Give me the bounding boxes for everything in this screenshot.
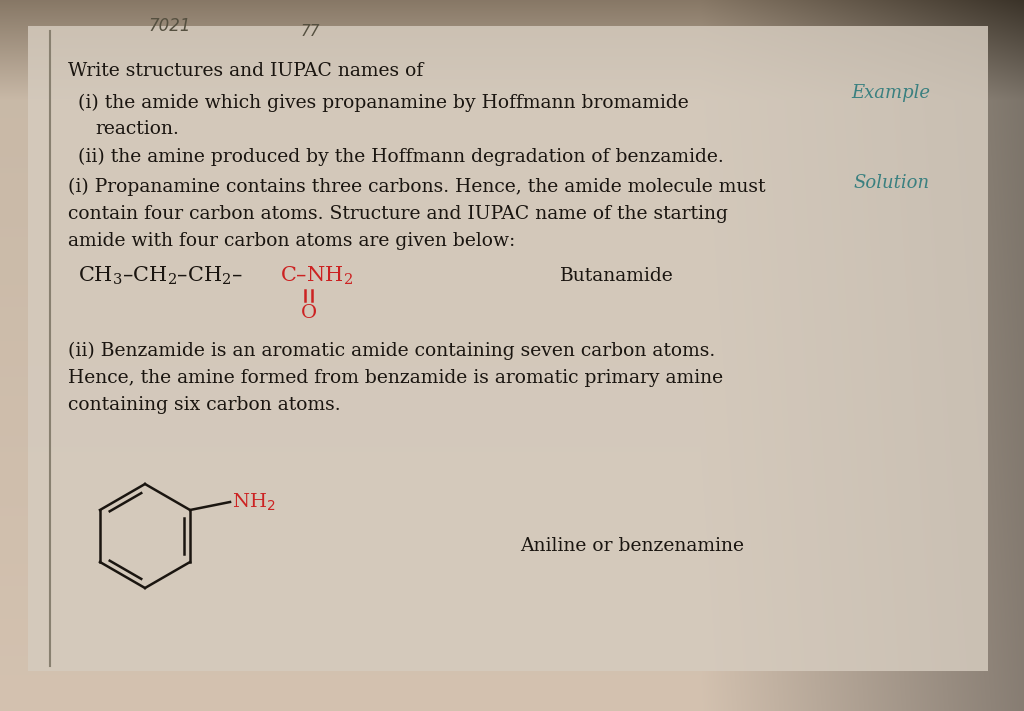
FancyBboxPatch shape bbox=[28, 26, 988, 671]
Text: (ii) the amine produced by the Hoffmann degradation of benzamide.: (ii) the amine produced by the Hoffmann … bbox=[78, 148, 724, 166]
Text: (i) Propanamine contains three carbons. Hence, the amide molecule must: (i) Propanamine contains three carbons. … bbox=[68, 178, 766, 196]
Text: $\mathregular{CH_3}$–$\mathregular{CH_2}$–$\mathregular{CH_2}$–: $\mathregular{CH_3}$–$\mathregular{CH_2}… bbox=[78, 265, 243, 287]
Text: Butanamide: Butanamide bbox=[560, 267, 674, 285]
Text: reaction.: reaction. bbox=[95, 120, 179, 138]
Text: Write structures and IUPAC names of: Write structures and IUPAC names of bbox=[68, 62, 423, 80]
Text: $\mathregular{C}$–$\mathregular{NH_2}$: $\mathregular{C}$–$\mathregular{NH_2}$ bbox=[280, 265, 353, 287]
Text: containing six carbon atoms.: containing six carbon atoms. bbox=[68, 396, 341, 414]
Text: Example: Example bbox=[851, 84, 930, 102]
Text: Hence, the amine formed from benzamide is aromatic primary amine: Hence, the amine formed from benzamide i… bbox=[68, 369, 723, 387]
Text: 77: 77 bbox=[300, 23, 319, 38]
Text: (i) the amide which gives propanamine by Hoffmann bromamide: (i) the amide which gives propanamine by… bbox=[78, 94, 689, 112]
Text: Solution: Solution bbox=[854, 174, 930, 192]
Text: O: O bbox=[301, 304, 317, 322]
Text: amide with four carbon atoms are given below:: amide with four carbon atoms are given b… bbox=[68, 232, 515, 250]
Text: Aniline or benzenamine: Aniline or benzenamine bbox=[520, 537, 744, 555]
Text: 7021: 7021 bbox=[148, 17, 191, 35]
Text: contain four carbon atoms. Structure and IUPAC name of the starting: contain four carbon atoms. Structure and… bbox=[68, 205, 728, 223]
Text: (ii) Benzamide is an aromatic amide containing seven carbon atoms.: (ii) Benzamide is an aromatic amide cont… bbox=[68, 342, 715, 360]
Text: NH$_2$: NH$_2$ bbox=[232, 491, 275, 513]
